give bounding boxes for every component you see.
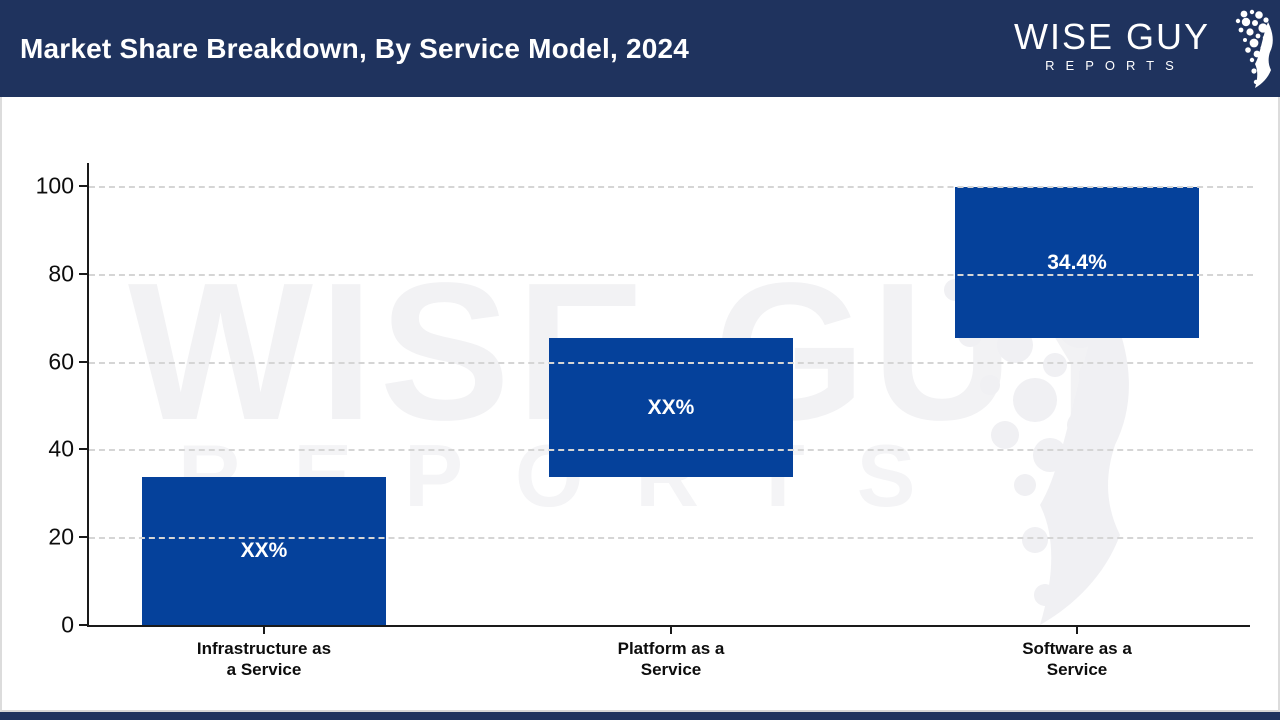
category-line: Infrastructure as [196, 639, 332, 658]
gridline-100 [89, 186, 1253, 188]
y-tick-mark [79, 536, 87, 538]
category-line: Platform as a [617, 639, 725, 658]
y-tick-mark [79, 273, 87, 275]
y-tick-mark [79, 448, 87, 450]
y-tick-label-40: 40 [48, 435, 74, 462]
bar-infrastructure-as-a-service: XX% [142, 477, 386, 625]
x-category-label-infrastructure: Infrastructure as a Service [104, 638, 424, 680]
y-tick-label-60: 60 [48, 348, 74, 375]
brand-logo: WISE GUY REPORTS [1013, 16, 1210, 74]
x-tick-mark [263, 627, 265, 634]
category-line: Software as a [1022, 639, 1132, 658]
y-tick-mark [79, 185, 87, 187]
y-tick-label-0: 0 [61, 611, 74, 638]
gridline-40 [89, 449, 1253, 451]
brand-logo-subtitle: REPORTS [1045, 58, 1185, 73]
bar-software-as-a-service: 34.4% [955, 187, 1199, 338]
x-axis-line [87, 625, 1250, 627]
footer-bar [0, 712, 1280, 720]
y-tick-label-100: 100 [35, 172, 74, 199]
category-line: a Service [226, 660, 302, 679]
gridline-20 [89, 537, 1253, 539]
y-axis-line [87, 163, 89, 627]
gridline-60 [89, 362, 1253, 364]
y-tick-mark [79, 361, 87, 363]
bar-platform-as-a-service: XX% [549, 338, 793, 477]
x-category-label-software: Software as a Service [917, 638, 1237, 680]
y-tick-mark [79, 624, 87, 626]
bar-value-label: 34.4% [1047, 250, 1107, 274]
brand-logo-face-icon [1235, 9, 1273, 88]
x-tick-mark [670, 627, 672, 634]
gridline-80 [89, 274, 1253, 276]
x-category-label-platform: Platform as a Service [511, 638, 831, 680]
header-bar: Market Share Breakdown, By Service Model… [0, 0, 1280, 97]
bar-value-label: XX% [647, 395, 695, 419]
category-line: Service [1046, 660, 1108, 679]
page-title: Market Share Breakdown, By Service Model… [20, 32, 690, 64]
y-tick-label-80: 80 [48, 260, 74, 287]
bar-value-label: XX% [240, 539, 288, 562]
y-tick-label-20: 20 [48, 523, 74, 550]
category-line: Service [640, 660, 702, 679]
x-tick-mark [1076, 627, 1078, 634]
brand-logo-wordmark: WISE GUY [1013, 16, 1210, 57]
